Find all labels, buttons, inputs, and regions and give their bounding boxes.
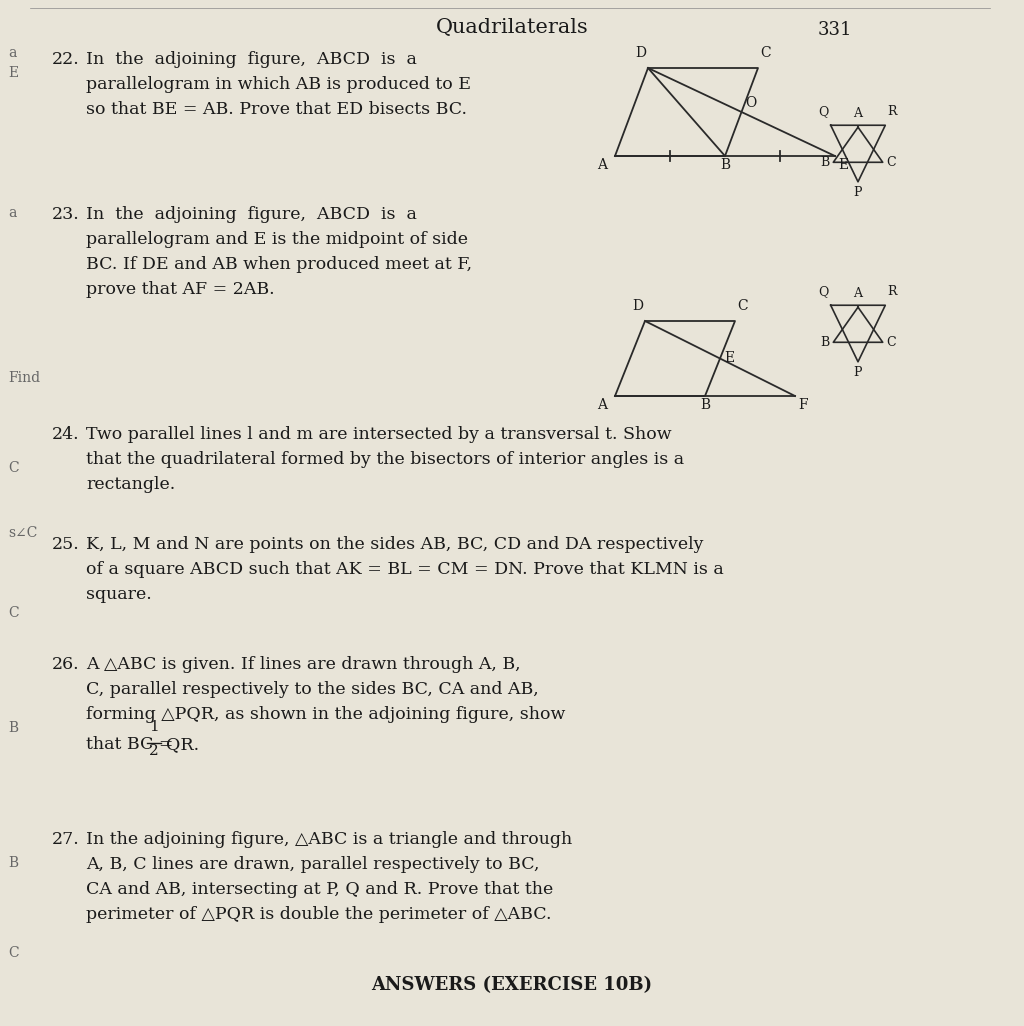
Text: square.: square. (86, 586, 152, 603)
Text: 24.: 24. (52, 426, 80, 443)
Text: 1: 1 (150, 720, 159, 735)
Text: B: B (8, 721, 18, 735)
Text: BC. If DE and AB when produced meet at F,: BC. If DE and AB when produced meet at F… (86, 255, 472, 273)
Text: D: D (632, 299, 643, 313)
Text: C: C (760, 46, 771, 60)
Text: A △ABC is given. If lines are drawn through A, B,: A △ABC is given. If lines are drawn thro… (86, 656, 520, 673)
Text: ANSWERS (EXERCISE 10B): ANSWERS (EXERCISE 10B) (372, 976, 652, 994)
Text: 25.: 25. (52, 536, 80, 553)
Text: B: B (820, 336, 829, 349)
Text: 2: 2 (150, 745, 159, 758)
Text: 22.: 22. (52, 51, 80, 68)
Text: 27.: 27. (52, 831, 80, 849)
Text: R: R (888, 106, 897, 118)
Text: C: C (887, 156, 896, 169)
Text: A: A (597, 398, 607, 412)
Text: QR.: QR. (166, 737, 199, 753)
Text: C: C (737, 299, 748, 313)
Text: perimeter of △PQR is double the perimeter of △ABC.: perimeter of △PQR is double the perimete… (86, 906, 552, 923)
Text: 26.: 26. (52, 656, 80, 673)
Text: B: B (700, 398, 710, 412)
Text: Q: Q (818, 106, 828, 118)
Text: 23.: 23. (52, 206, 80, 223)
Text: Q: Q (818, 285, 828, 299)
Text: A: A (597, 158, 607, 172)
Text: parallelogram and E is the midpoint of side: parallelogram and E is the midpoint of s… (86, 231, 468, 248)
Text: B: B (720, 158, 730, 172)
Text: O: O (745, 96, 757, 110)
Text: C: C (8, 461, 18, 475)
Text: E: E (838, 158, 848, 172)
Text: CA and AB, intersecting at P, Q and R. Prove that the: CA and AB, intersecting at P, Q and R. P… (86, 881, 553, 898)
Text: R: R (888, 285, 897, 299)
Text: In  the  adjoining  figure,  ABCD  is  a: In the adjoining figure, ABCD is a (86, 206, 417, 223)
Text: 331: 331 (818, 21, 853, 39)
Text: that the quadrilateral formed by the bisectors of interior angles is a: that the quadrilateral formed by the bis… (86, 451, 684, 468)
Text: A: A (853, 287, 862, 301)
Text: a: a (8, 206, 16, 220)
Text: Find: Find (8, 371, 40, 385)
Text: s∠C: s∠C (8, 526, 37, 540)
Text: C: C (8, 606, 18, 620)
Text: rectangle.: rectangle. (86, 476, 175, 492)
Text: Two parallel lines l and m are intersected by a transversal t. Show: Two parallel lines l and m are intersect… (86, 426, 672, 443)
Text: B: B (8, 856, 18, 870)
Text: B: B (820, 156, 829, 169)
Text: C, parallel respectively to the sides BC, CA and AB,: C, parallel respectively to the sides BC… (86, 681, 539, 698)
Text: forming △PQR, as shown in the adjoining figure, show: forming △PQR, as shown in the adjoining … (86, 706, 565, 723)
Text: prove that AF = 2AB.: prove that AF = 2AB. (86, 281, 274, 298)
Text: parallelogram in which AB is produced to E: parallelogram in which AB is produced to… (86, 76, 471, 93)
Text: A: A (853, 107, 862, 120)
Text: A, B, C lines are drawn, parallel respectively to BC,: A, B, C lines are drawn, parallel respec… (86, 856, 540, 873)
Text: a: a (8, 46, 16, 60)
Text: so that BE = AB. Prove that ED bisects BC.: so that BE = AB. Prove that ED bisects B… (86, 101, 467, 118)
Text: C: C (8, 946, 18, 960)
Text: P: P (854, 366, 862, 379)
Text: D: D (635, 46, 646, 60)
Text: F: F (798, 398, 808, 412)
Text: Quadrilaterals: Quadrilaterals (435, 18, 589, 37)
Text: E: E (8, 66, 18, 80)
Text: C: C (887, 336, 896, 349)
Text: of a square ABCD such that AK = BL = CM = DN. Prove that KLMN is a: of a square ABCD such that AK = BL = CM … (86, 561, 724, 578)
Text: E: E (724, 352, 734, 365)
Text: K, L, M and N are points on the sides AB, BC, CD and DA respectively: K, L, M and N are points on the sides AB… (86, 536, 703, 553)
Text: In  the  adjoining  figure,  ABCD  is  a: In the adjoining figure, ABCD is a (86, 51, 417, 68)
Text: In the adjoining figure, △ABC is a triangle and through: In the adjoining figure, △ABC is a trian… (86, 831, 572, 849)
Text: P: P (854, 186, 862, 199)
Text: that BC =: that BC = (86, 737, 179, 753)
